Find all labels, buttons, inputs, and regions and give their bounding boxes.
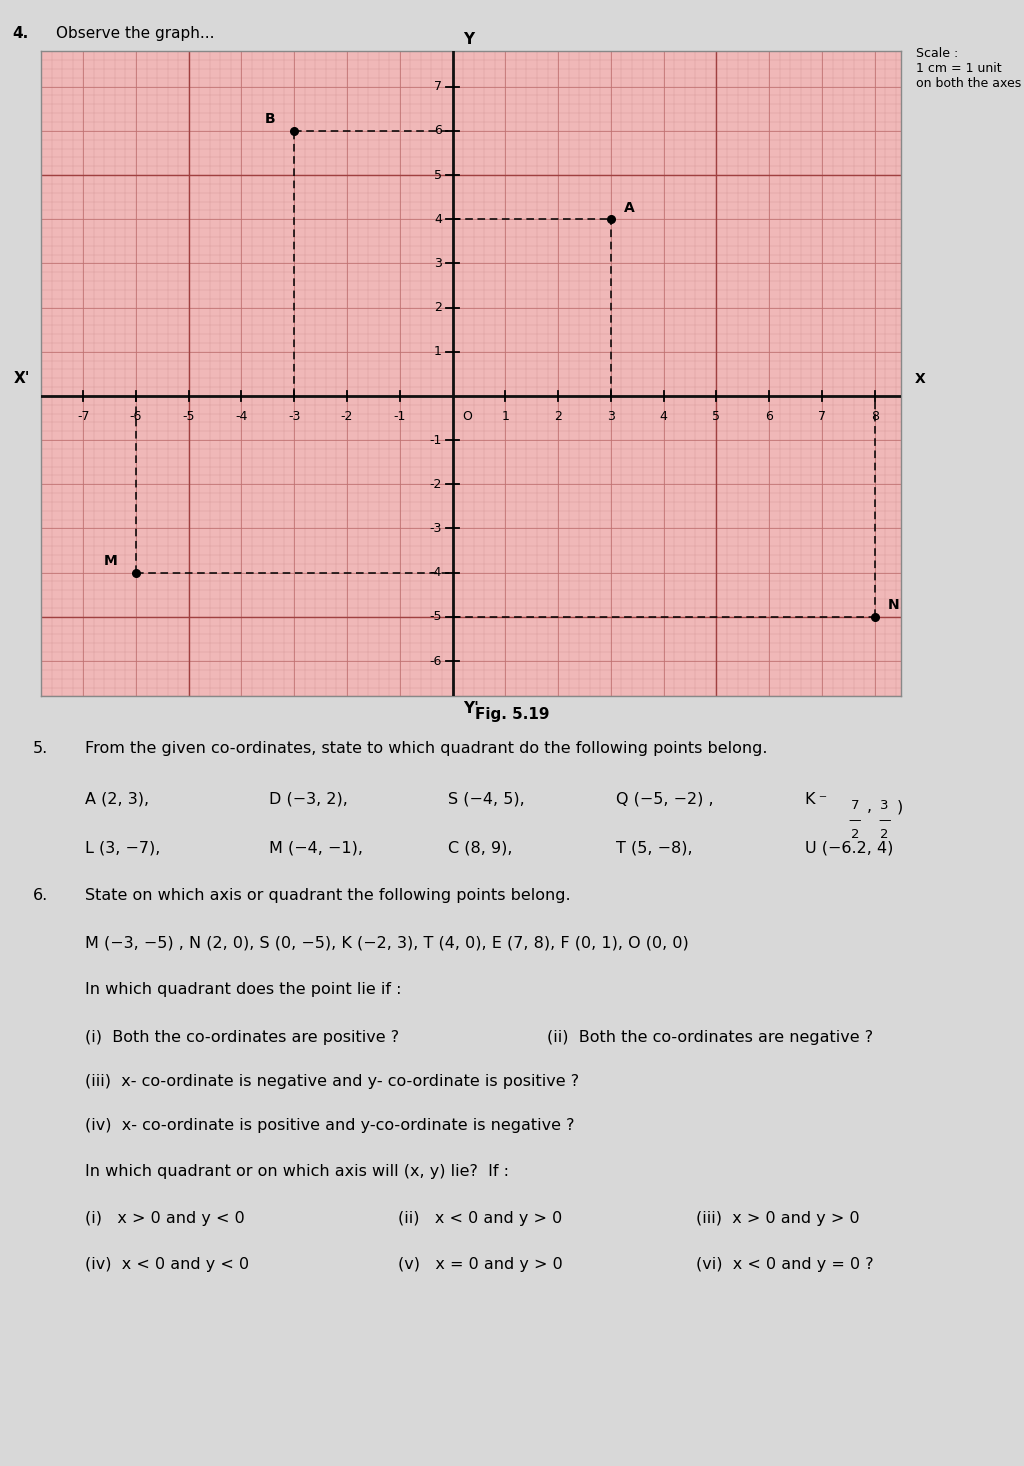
Text: (iv)  x < 0 and y < 0: (iv) x < 0 and y < 0 bbox=[85, 1256, 249, 1272]
Text: -3: -3 bbox=[288, 410, 300, 424]
Text: 4: 4 bbox=[434, 213, 442, 226]
Text: (iv)  x- co-ordinate is positive and y-co-ordinate is negative ?: (iv) x- co-ordinate is positive and y-co… bbox=[85, 1119, 574, 1133]
Text: -1: -1 bbox=[430, 434, 442, 447]
Text: 2: 2 bbox=[851, 828, 859, 841]
Text: ): ) bbox=[897, 799, 903, 815]
Text: A (2, 3),: A (2, 3), bbox=[85, 792, 150, 806]
Text: S (−4, 5),: S (−4, 5), bbox=[447, 792, 524, 806]
Text: (ii)  Both the co-ordinates are negative ?: (ii) Both the co-ordinates are negative … bbox=[547, 1029, 873, 1045]
Text: (vi)  x < 0 and y = 0 ?: (vi) x < 0 and y = 0 ? bbox=[696, 1256, 873, 1272]
Text: -4: -4 bbox=[430, 566, 442, 579]
Text: Fig. 5.19: Fig. 5.19 bbox=[475, 707, 549, 721]
Text: 5.: 5. bbox=[33, 740, 48, 756]
Text: —: — bbox=[849, 814, 861, 827]
Text: M (−3, −5) , N (2, 0), S (0, −5), K (−2, 3), T (4, 0), E (7, 8), F (0, 1), O (0,: M (−3, −5) , N (2, 0), S (0, −5), K (−2,… bbox=[85, 935, 689, 950]
Text: 3: 3 bbox=[434, 257, 442, 270]
Text: 4.: 4. bbox=[12, 26, 29, 41]
Text: O: O bbox=[462, 410, 472, 424]
Text: 3: 3 bbox=[881, 799, 889, 812]
Text: (i)  Both the co-ordinates are positive ?: (i) Both the co-ordinates are positive ? bbox=[85, 1029, 399, 1045]
Text: 6.: 6. bbox=[33, 888, 48, 903]
Text: U (−6.2, 4): U (−6.2, 4) bbox=[805, 840, 894, 855]
Text: In which quadrant or on which axis will (x, y) lie?  If :: In which quadrant or on which axis will … bbox=[85, 1164, 509, 1179]
Text: -4: -4 bbox=[236, 410, 248, 424]
Text: (i)   x > 0 and y < 0: (i) x > 0 and y < 0 bbox=[85, 1211, 245, 1226]
Text: Y': Y' bbox=[463, 701, 479, 715]
Text: B: B bbox=[265, 113, 275, 126]
Text: N: N bbox=[888, 598, 899, 613]
Text: -2: -2 bbox=[341, 410, 353, 424]
Text: 3: 3 bbox=[607, 410, 614, 424]
Text: -6: -6 bbox=[430, 654, 442, 667]
Text: 7: 7 bbox=[851, 799, 859, 812]
Text: 7: 7 bbox=[434, 81, 442, 94]
Text: 6: 6 bbox=[434, 125, 442, 138]
Text: T (5, −8),: T (5, −8), bbox=[616, 840, 693, 855]
Text: State on which axis or quadrant the following points belong.: State on which axis or quadrant the foll… bbox=[85, 888, 570, 903]
Text: 2: 2 bbox=[554, 410, 562, 424]
Text: -2: -2 bbox=[430, 478, 442, 491]
Text: -3: -3 bbox=[430, 522, 442, 535]
Text: (iii)  x- co-ordinate is negative and y- co-ordinate is positive ?: (iii) x- co-ordinate is negative and y- … bbox=[85, 1075, 580, 1089]
Text: (v)   x = 0 and y > 0: (v) x = 0 and y > 0 bbox=[398, 1256, 562, 1272]
Text: Observe the graph...: Observe the graph... bbox=[56, 26, 215, 41]
Text: M (−4, −1),: M (−4, −1), bbox=[268, 840, 362, 855]
Text: 2: 2 bbox=[881, 828, 889, 841]
Text: 7: 7 bbox=[818, 410, 826, 424]
Text: X': X' bbox=[14, 371, 31, 386]
Text: (iii)  x > 0 and y > 0: (iii) x > 0 and y > 0 bbox=[696, 1211, 859, 1226]
Text: 8: 8 bbox=[870, 410, 879, 424]
Text: Y: Y bbox=[463, 32, 474, 47]
Text: —: — bbox=[879, 814, 891, 827]
Text: In which quadrant does the point lie if :: In which quadrant does the point lie if … bbox=[85, 982, 401, 997]
Text: 6: 6 bbox=[765, 410, 773, 424]
Text: -6: -6 bbox=[130, 410, 142, 424]
Text: From the given co-ordinates, state to which quadrant do the following points bel: From the given co-ordinates, state to wh… bbox=[85, 740, 768, 756]
Text: -5: -5 bbox=[429, 610, 442, 623]
Text: 1: 1 bbox=[434, 345, 442, 358]
Text: -5: -5 bbox=[182, 410, 195, 424]
Text: 5: 5 bbox=[434, 169, 442, 182]
Text: D (−3, 2),: D (−3, 2), bbox=[268, 792, 348, 806]
Text: Scale :
1 cm = 1 unit
on both the axes: Scale : 1 cm = 1 unit on both the axes bbox=[916, 47, 1022, 89]
Text: (ii)   x < 0 and y > 0: (ii) x < 0 and y > 0 bbox=[398, 1211, 562, 1226]
Text: 2: 2 bbox=[434, 301, 442, 314]
Text: 1: 1 bbox=[502, 410, 509, 424]
Text: C (8, 9),: C (8, 9), bbox=[447, 840, 512, 855]
Text: K ⁻: K ⁻ bbox=[805, 792, 827, 806]
Text: Q (−5, −2) ,: Q (−5, −2) , bbox=[616, 792, 714, 806]
Text: ,: , bbox=[866, 799, 871, 815]
Text: 5: 5 bbox=[713, 410, 721, 424]
Text: M: M bbox=[103, 554, 118, 569]
Text: X: X bbox=[914, 372, 925, 386]
Text: 4: 4 bbox=[659, 410, 668, 424]
Text: -7: -7 bbox=[77, 410, 89, 424]
Text: A: A bbox=[624, 201, 635, 216]
Text: L (3, −7),: L (3, −7), bbox=[85, 840, 161, 855]
Text: -1: -1 bbox=[393, 410, 406, 424]
